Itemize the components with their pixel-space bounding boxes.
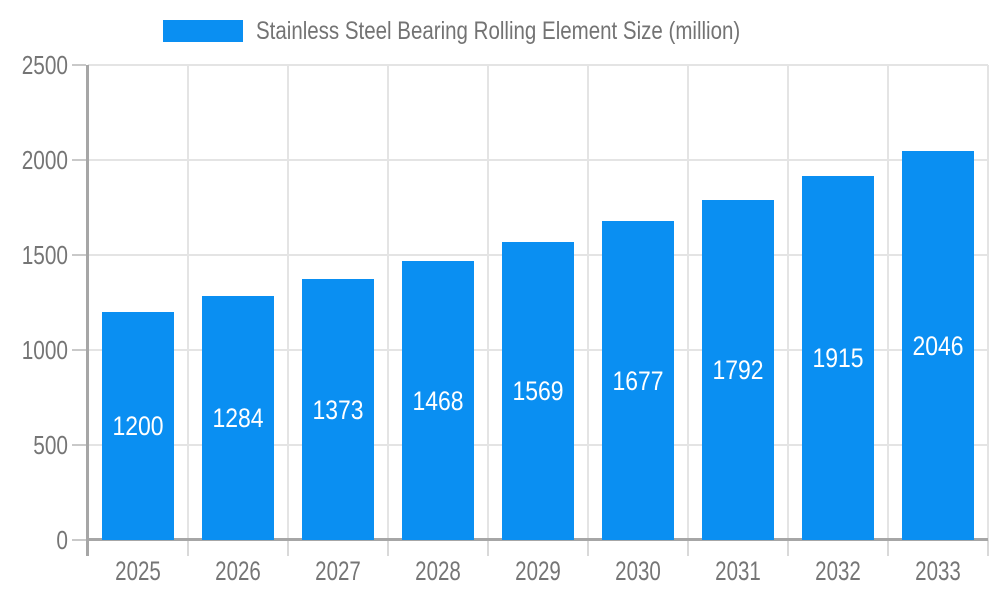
x-tick-mark [987, 540, 989, 556]
x-gridline [587, 65, 589, 540]
x-axis-tick-label: 2028 [415, 556, 461, 586]
x-tick-mark [887, 540, 889, 556]
x-gridline [887, 65, 889, 540]
bar-2025[interactable] [102, 312, 174, 540]
bar-value-label: 1200 [112, 411, 164, 441]
bar-value-label: 1915 [812, 343, 864, 373]
bar-2031[interactable] [702, 200, 774, 540]
y-axis-line [86, 65, 89, 556]
legend-label: Stainless Steel Bearing Rolling Element … [256, 16, 741, 45]
y-axis-tick-label: 2000 [21, 145, 68, 175]
x-gridline [287, 65, 289, 540]
x-gridline [187, 65, 189, 540]
y-axis-tick-label: 1000 [21, 335, 68, 365]
x-axis-tick-label: 2031 [715, 556, 761, 586]
bar-value-label: 2046 [912, 330, 964, 361]
bar-value-label: 1677 [612, 365, 664, 396]
y-axis-tick-label: 2500 [21, 50, 68, 80]
bar-2030[interactable] [602, 221, 674, 540]
y-axis-tick-label: 1500 [21, 240, 68, 270]
x-tick-mark [587, 540, 589, 556]
legend-swatch [163, 20, 243, 42]
bar-2033[interactable] [902, 151, 974, 540]
x-gridline [787, 65, 789, 540]
x-tick-mark [387, 540, 389, 556]
bar-2026[interactable] [202, 296, 274, 540]
bar-2029[interactable] [502, 242, 574, 540]
x-axis-tick-label: 2026 [215, 556, 261, 586]
y-tick-mark [72, 349, 86, 351]
y-tick-mark [72, 159, 86, 161]
x-gridline [487, 65, 489, 540]
y-axis-tick-label: 0 [56, 525, 68, 555]
bar-value-label: 1284 [212, 403, 264, 433]
x-tick-mark [487, 540, 489, 556]
x-gridline [387, 65, 389, 540]
x-axis-tick-label: 2033 [915, 556, 961, 586]
x-axis-tick-label: 2025 [115, 556, 161, 586]
x-gridline [987, 65, 989, 540]
y-gridline [88, 159, 988, 161]
x-tick-mark [687, 540, 689, 556]
y-tick-mark [72, 444, 86, 446]
x-tick-mark [287, 540, 289, 556]
bar-value-label: 1468 [412, 385, 464, 416]
x-axis-tick-label: 2030 [615, 556, 661, 586]
bar-value-label: 1792 [712, 355, 764, 385]
bar-2028[interactable] [402, 261, 474, 540]
y-tick-mark [72, 64, 86, 66]
x-tick-mark [187, 540, 189, 556]
x-axis-tick-label: 2027 [315, 556, 361, 586]
legend: Stainless Steel Bearing Rolling Element … [163, 17, 847, 45]
x-tick-mark [787, 540, 789, 556]
x-axis-tick-label: 2029 [515, 556, 561, 586]
y-tick-mark [72, 539, 86, 541]
bar-value-label: 1373 [312, 394, 364, 425]
bar-2032[interactable] [802, 176, 874, 540]
x-gridline [687, 65, 689, 540]
y-axis-tick-label: 500 [33, 430, 68, 460]
bar-2027[interactable] [302, 279, 374, 540]
x-axis-tick-label: 2032 [815, 556, 861, 586]
y-tick-mark [72, 254, 86, 256]
y-gridline [88, 64, 988, 66]
bar-value-label: 1569 [512, 376, 564, 406]
